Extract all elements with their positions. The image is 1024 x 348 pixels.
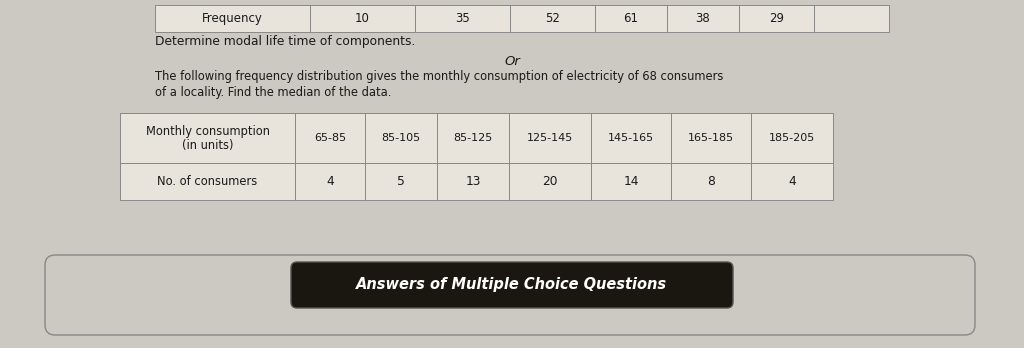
Text: 52: 52 xyxy=(545,12,560,25)
Bar xyxy=(437,163,509,200)
Bar xyxy=(591,113,671,163)
Bar xyxy=(591,163,671,200)
Text: The following frequency distribution gives the monthly consumption of electricit: The following frequency distribution giv… xyxy=(155,70,723,83)
Bar xyxy=(155,5,310,32)
Text: 125-145: 125-145 xyxy=(527,133,573,143)
Bar xyxy=(415,5,510,32)
Bar xyxy=(310,5,415,32)
Text: (in units): (in units) xyxy=(181,139,233,151)
Text: 10: 10 xyxy=(355,12,370,25)
Text: 14: 14 xyxy=(624,175,639,188)
Text: 4: 4 xyxy=(788,175,796,188)
Text: of a locality. Find the median of the data.: of a locality. Find the median of the da… xyxy=(155,86,391,99)
Text: Answers of Multiple Choice Questions: Answers of Multiple Choice Questions xyxy=(356,277,668,293)
Bar xyxy=(295,113,365,163)
Bar xyxy=(120,163,295,200)
Bar xyxy=(814,5,889,32)
FancyBboxPatch shape xyxy=(291,262,733,308)
Text: 185-205: 185-205 xyxy=(769,133,815,143)
Bar xyxy=(509,163,591,200)
Bar xyxy=(751,163,833,200)
Text: 4: 4 xyxy=(326,175,334,188)
Bar xyxy=(509,113,591,163)
Bar xyxy=(671,163,751,200)
Text: 85-125: 85-125 xyxy=(454,133,493,143)
Bar xyxy=(751,113,833,163)
Text: Or: Or xyxy=(504,55,520,68)
Text: 145-165: 145-165 xyxy=(608,133,654,143)
Text: Frequency: Frequency xyxy=(202,12,263,25)
Bar xyxy=(295,163,365,200)
Bar xyxy=(437,113,509,163)
Text: 85-105: 85-105 xyxy=(381,133,421,143)
Text: 65-85: 65-85 xyxy=(314,133,346,143)
Bar xyxy=(120,113,295,163)
Text: 35: 35 xyxy=(455,12,470,25)
Text: No. of consumers: No. of consumers xyxy=(158,175,258,188)
Bar xyxy=(739,5,814,32)
Text: 61: 61 xyxy=(624,12,639,25)
Bar xyxy=(595,5,667,32)
Text: 20: 20 xyxy=(543,175,558,188)
Bar xyxy=(365,113,437,163)
Text: 5: 5 xyxy=(397,175,404,188)
Bar xyxy=(510,5,595,32)
Text: 38: 38 xyxy=(695,12,711,25)
Bar xyxy=(667,5,739,32)
Text: Determine modal life time of components.: Determine modal life time of components. xyxy=(155,35,416,48)
Bar xyxy=(365,163,437,200)
Bar xyxy=(671,113,751,163)
Text: 165-185: 165-185 xyxy=(688,133,734,143)
Text: 29: 29 xyxy=(769,12,784,25)
Text: 8: 8 xyxy=(707,175,715,188)
Text: 13: 13 xyxy=(465,175,480,188)
Text: Monthly consumption: Monthly consumption xyxy=(145,125,269,137)
